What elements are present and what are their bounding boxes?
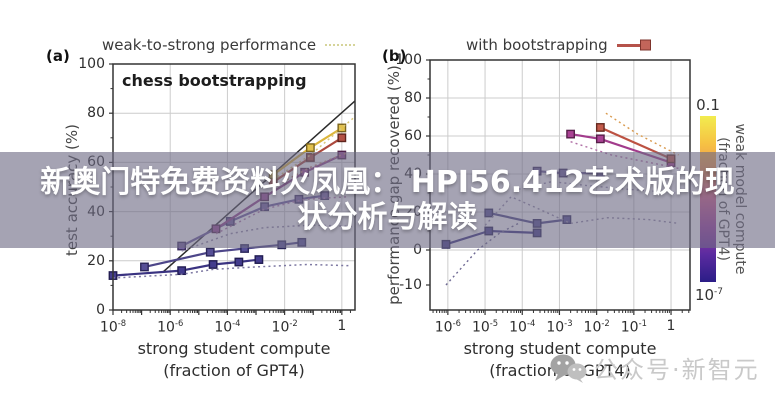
marker-bootstrapping-w1 <box>208 260 218 269</box>
marker-bootstrapping-w1 <box>254 255 264 264</box>
panel-b-ytick-label: 60 <box>404 128 422 144</box>
marker-bootstrapping-w2 <box>205 247 215 257</box>
marker-bootstrapping-w2 <box>140 262 149 272</box>
marker-bootstrapping-w5 <box>337 133 347 143</box>
colorbar-min-exp: -7 <box>714 287 724 297</box>
panel-b-ytick-label: 0 <box>413 242 422 258</box>
panel-b-xtick-label: 10-5 <box>471 318 499 336</box>
panel-a-ytick-label: 80 <box>87 105 105 122</box>
wechat-icon <box>550 354 587 383</box>
panel-b-label: (b) <box>382 47 407 65</box>
marker-bootstrapping-w6 <box>305 143 315 153</box>
colorbar-max-label: 0.1 <box>696 96 720 114</box>
banner-text-line2: 状分析与解读 <box>297 200 478 235</box>
panel-a-ytick-label: 20 <box>87 252 105 269</box>
marker-bootstrapping-w1 <box>234 257 244 267</box>
panel-b-ytick-label: 80 <box>404 90 422 106</box>
marker-bootstrapping-w1 <box>177 266 187 276</box>
panel-b-xtick-label: 10-6 <box>434 318 461 336</box>
watermark: 公众号·新智元 <box>550 350 760 385</box>
line-swatch <box>616 39 651 51</box>
panel-b-xtick-label: 10-2 <box>583 318 610 336</box>
series-dotted-gold <box>605 112 679 156</box>
legend-a-label: weak-to-strong performance <box>102 36 317 54</box>
banner-text-line1: 新奥门特免费资料火凤凰： HPI56.412艺术版的现 <box>40 165 735 200</box>
legend-weak-to-strong: weak-to-strong performance <box>102 36 356 54</box>
panel-a-ytick-label: 100 <box>78 56 105 72</box>
panel-a-xlabel: strong student compute (fraction of GPT4… <box>114 338 354 382</box>
panel-b-ytick-label: -10 <box>399 277 422 293</box>
panel-b-xtick-label: 1 <box>666 318 676 334</box>
panel-b-xtick-label: 10-3 <box>546 318 573 336</box>
colorbar-min-base: 10 <box>694 286 715 304</box>
panel-a-xlabel-line2: (fraction of GPT4) <box>163 361 305 380</box>
legend-b-label: with bootstrapping <box>466 36 608 54</box>
panel-a-xtick-label: 10-6 <box>157 318 184 336</box>
panel-b-xlabel-line1: strong student compute <box>463 339 657 358</box>
panel-a-ytick-label: 0 <box>96 302 105 318</box>
series-w2s-dotted-navy <box>112 263 351 279</box>
watermark-text: 公众号·新智元 <box>594 356 760 384</box>
square-marker <box>639 39 651 51</box>
panel-a-xtick-label: 10-2 <box>271 318 298 336</box>
marker-boot-magenta <box>595 134 605 144</box>
marker-bootstrapping-w6 <box>337 123 347 133</box>
legend-with-bootstrapping: with bootstrapping <box>466 36 651 54</box>
colorbar-min-label: 10-7 <box>688 286 730 304</box>
panel-a-inner-title: chess bootstrapping <box>122 71 307 90</box>
marker-boot-red <box>595 123 605 132</box>
dotted-line-swatch <box>325 44 356 46</box>
promo-banner: 新奥门特免费资料火凤凰： HPI56.412艺术版的现 状分析与解读 <box>0 152 775 248</box>
panel-a-xlabel-line1: strong student compute <box>137 339 331 358</box>
panel-a-xtick-label: 10-4 <box>214 318 241 336</box>
panel-a-label: (a) <box>46 47 70 65</box>
panel-b-ytick-label: 100 <box>395 52 422 68</box>
panel-b-xtick-label: 10-4 <box>509 318 536 336</box>
marker-boot-magenta <box>566 129 576 139</box>
panel-a-xtick-label: 10-8 <box>99 318 127 336</box>
panel-b-xtick-label: 10-1 <box>620 318 647 336</box>
panel-a-xtick-label: 1 <box>337 318 347 334</box>
